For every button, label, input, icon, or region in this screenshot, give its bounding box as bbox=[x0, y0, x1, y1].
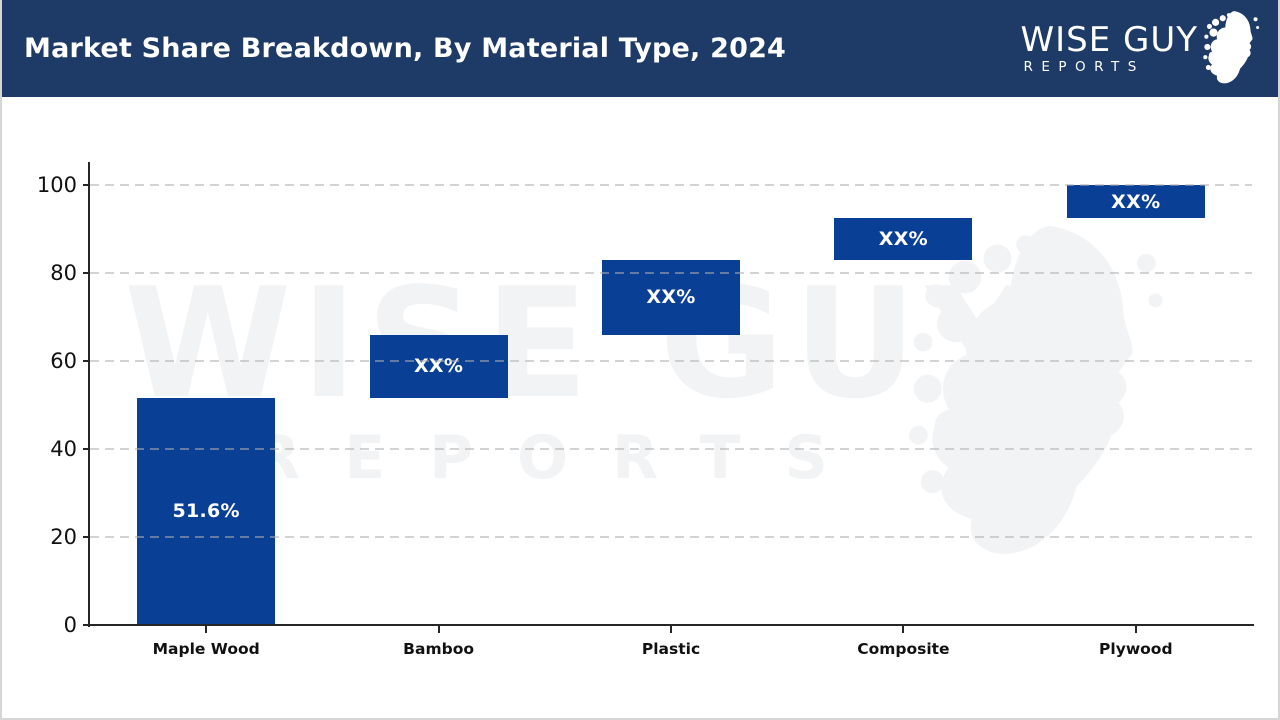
y-tick-0 bbox=[83, 624, 90, 626]
gridline-y40 bbox=[90, 448, 1252, 450]
x-category-label-0: Maple Wood bbox=[106, 640, 306, 658]
y-tick-40 bbox=[83, 448, 90, 450]
gridline-y100 bbox=[90, 184, 1252, 186]
brand-subtitle: REPORTS bbox=[1023, 59, 1145, 76]
bar-maple-wood: 51.6% bbox=[137, 397, 276, 625]
bar-composite: XX% bbox=[834, 218, 973, 260]
x-tick-3 bbox=[902, 626, 905, 633]
y-tick-80 bbox=[83, 272, 90, 274]
bar-composite-text: XX% bbox=[878, 227, 929, 250]
y-tick-20 bbox=[83, 536, 90, 538]
x-category-label-4: Plywood bbox=[1036, 640, 1236, 658]
x-category-label-3: Composite bbox=[803, 640, 1003, 658]
x-category-label-1-text: Bamboo bbox=[403, 640, 474, 658]
y-axis-line bbox=[88, 162, 90, 627]
x-category-label-3-text: Composite bbox=[857, 640, 950, 658]
y-tick-label-40-text: 40 bbox=[50, 437, 77, 461]
y-tick-label-80: 80 bbox=[17, 261, 77, 285]
bar-plywood-text: XX% bbox=[1111, 190, 1161, 213]
y-tick-label-20-text: 20 bbox=[50, 525, 77, 549]
y-tick-label-100: 100 bbox=[17, 173, 77, 197]
wiseguy-head-icon bbox=[1202, 8, 1264, 90]
y-tick-label-0-text: 0 bbox=[63, 613, 77, 637]
x-category-label-1: Bamboo bbox=[339, 640, 539, 658]
bar-bamboo: XX% bbox=[369, 334, 508, 398]
y-tick-label-20: 20 bbox=[17, 525, 77, 549]
header-bar: Market Share Breakdown, By Material Type… bbox=[2, 0, 1278, 97]
gridline-y60 bbox=[90, 360, 1252, 362]
brand-logo: WISE GUY REPORTS bbox=[1020, 6, 1264, 92]
y-tick-label-60: 60 bbox=[17, 349, 77, 373]
y-tick-label-80-text: 80 bbox=[50, 261, 77, 285]
gridline-y20 bbox=[90, 536, 1252, 538]
y-tick-label-40: 40 bbox=[17, 437, 77, 461]
y-tick-label-60-text: 60 bbox=[50, 349, 77, 373]
bar-plastic-text: XX% bbox=[646, 286, 696, 309]
brand-logo-text: WISE GUY REPORTS bbox=[1020, 19, 1198, 76]
watermark-head-icon bbox=[900, 212, 1188, 584]
bar-maple-wood-text: 51.6% bbox=[172, 500, 240, 523]
x-tick-4 bbox=[1134, 626, 1137, 633]
watermark-brand-text: WISE GUY bbox=[124, 255, 1045, 432]
x-tick-1 bbox=[437, 626, 440, 633]
y-tick-label-0: 0 bbox=[17, 613, 77, 637]
y-tick-60 bbox=[83, 360, 90, 362]
bar-bamboo-text: XX% bbox=[413, 355, 464, 378]
x-category-label-0-text: Maple Wood bbox=[152, 640, 260, 658]
x-tick-2 bbox=[670, 626, 672, 633]
x-category-label-2: Plastic bbox=[571, 640, 771, 658]
y-tick-label-100-text: 100 bbox=[36, 173, 77, 197]
x-tick-0 bbox=[205, 626, 208, 633]
x-category-label-2-text: Plastic bbox=[641, 640, 701, 658]
bar-plywood: XX% bbox=[1066, 185, 1205, 218]
gridline-y80 bbox=[90, 272, 1252, 274]
chart-title: Market Share Breakdown, By Material Type… bbox=[24, 33, 787, 64]
watermark-subtitle-text: REPORTS bbox=[254, 423, 872, 493]
x-category-label-4-text: Plywood bbox=[1099, 640, 1173, 658]
y-tick-100 bbox=[83, 184, 90, 186]
x-axis-line bbox=[88, 624, 1254, 626]
brand-name: WISE GUY bbox=[1020, 19, 1198, 60]
